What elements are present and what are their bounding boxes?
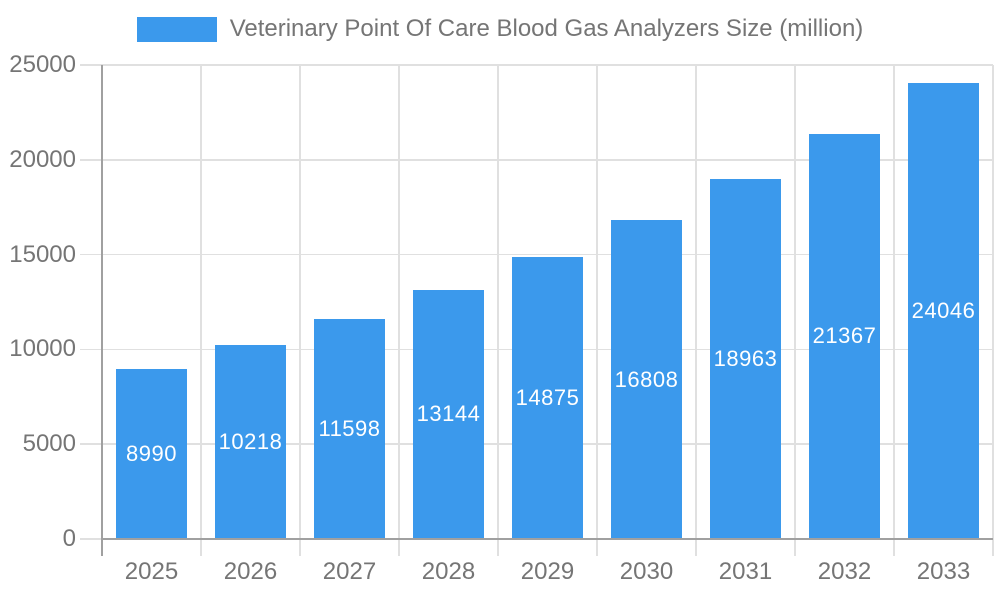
x-axis-line [102, 538, 993, 540]
y-gridline [102, 64, 993, 66]
y-tick-label: 0 [62, 525, 76, 552]
y-tick-label: 10000 [9, 335, 76, 363]
bar: 18963 [710, 179, 781, 539]
y-tick-mark [80, 538, 102, 540]
x-gridline [497, 65, 499, 556]
y-tick-mark [80, 253, 102, 256]
y-tick-mark [80, 159, 102, 161]
x-tick-label: 2029 [520, 558, 575, 585]
y-tick-label: 5000 [22, 430, 76, 458]
legend-title: Veterinary Point Of Care Blood Gas Analy… [229, 15, 864, 42]
x-gridline [200, 65, 202, 556]
x-tick-label: 2032 [817, 558, 872, 585]
bar-value-label: 21367 [812, 323, 877, 349]
bar-value-label: 8990 [126, 440, 177, 466]
bar: 14875 [512, 256, 583, 539]
x-gridline [695, 65, 697, 556]
y-tick-mark [80, 348, 102, 351]
x-tick-label: 2025 [124, 558, 179, 585]
x-tick-label: 2031 [718, 558, 773, 585]
chart-legend: Veterinary Point Of Care Blood Gas Analy… [0, 15, 1000, 43]
bar: 16808 [611, 220, 682, 539]
bar: 11598 [314, 319, 385, 539]
x-tick-label: 2026 [223, 558, 278, 585]
x-tick-label: 2028 [421, 558, 476, 585]
bar-value-label: 24046 [911, 298, 976, 324]
y-tick-label: 25000 [9, 51, 76, 78]
bar-value-label: 14875 [515, 384, 580, 410]
y-tick-mark [80, 64, 102, 66]
y-tick-label: 20000 [9, 145, 76, 173]
x-gridline [596, 65, 598, 556]
x-gridline [794, 65, 796, 556]
bar-value-label: 16808 [614, 366, 679, 392]
bar: 10218 [215, 345, 286, 539]
bar-value-label: 18963 [713, 346, 778, 372]
x-tick-label: 2027 [322, 558, 377, 585]
bar: 8990 [116, 368, 187, 539]
bar: 24046 [908, 83, 979, 539]
x-tick-label: 2030 [619, 558, 674, 585]
y-axis-line [101, 65, 103, 556]
y-gridline [102, 159, 993, 161]
x-gridline [893, 65, 895, 556]
x-gridline [299, 65, 301, 556]
bar: 13144 [413, 289, 484, 539]
y-gridline [102, 253, 993, 256]
legend-swatch [136, 16, 217, 42]
x-gridline [992, 65, 994, 556]
bar-value-label: 11598 [318, 416, 381, 442]
x-tick-label: 2033 [916, 558, 971, 585]
y-tick-mark [80, 443, 102, 445]
bar-value-label: 10218 [218, 429, 283, 455]
y-tick-label: 15000 [9, 240, 76, 268]
bar-value-label: 13144 [416, 401, 481, 427]
x-gridline [398, 65, 400, 556]
bar: 21367 [809, 133, 880, 539]
